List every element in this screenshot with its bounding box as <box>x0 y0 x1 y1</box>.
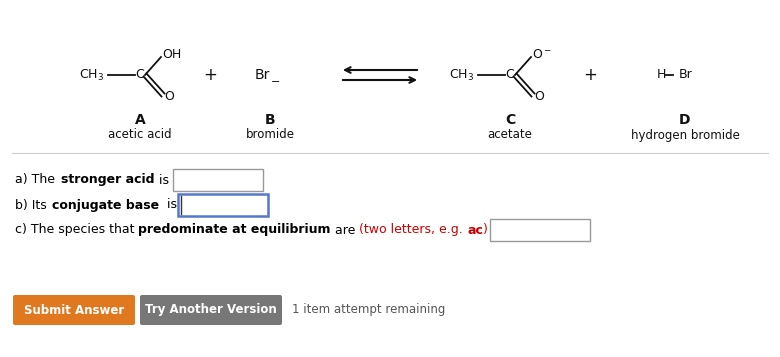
Text: −: − <box>271 77 280 87</box>
Text: predominate at equilibrium: predominate at equilibrium <box>139 223 331 236</box>
Text: are: are <box>331 223 360 236</box>
Text: O: O <box>534 91 544 104</box>
Text: stronger acid: stronger acid <box>61 174 154 186</box>
FancyBboxPatch shape <box>140 295 282 325</box>
FancyBboxPatch shape <box>173 169 263 191</box>
Text: b) Its: b) Its <box>15 198 51 211</box>
Text: c) The species that: c) The species that <box>15 223 139 236</box>
Text: conjugate base: conjugate base <box>52 198 159 211</box>
Text: bromide: bromide <box>246 129 295 141</box>
FancyBboxPatch shape <box>490 219 590 241</box>
Text: ): ) <box>483 223 488 236</box>
Text: C: C <box>136 69 144 81</box>
Text: (two letters, e.g.: (two letters, e.g. <box>360 223 467 236</box>
Text: acetic acid: acetic acid <box>108 129 172 141</box>
Text: +: + <box>203 66 217 84</box>
Text: C: C <box>505 113 515 127</box>
Text: H: H <box>656 69 665 81</box>
Text: acetate: acetate <box>488 129 533 141</box>
Text: C: C <box>505 69 514 81</box>
Text: O: O <box>164 91 174 104</box>
Text: +: + <box>583 66 597 84</box>
Text: is: is <box>163 198 177 211</box>
Text: O$^-$: O$^-$ <box>532 47 552 60</box>
Text: Submit Answer: Submit Answer <box>24 303 124 317</box>
Text: Br: Br <box>679 69 693 81</box>
Text: Br: Br <box>254 68 270 82</box>
Text: is: is <box>155 174 169 186</box>
Text: ac: ac <box>467 223 483 236</box>
FancyBboxPatch shape <box>13 295 135 325</box>
Text: 1 item attempt remaining: 1 item attempt remaining <box>292 303 445 317</box>
Text: D: D <box>679 113 691 127</box>
Text: CH$_3$: CH$_3$ <box>79 67 104 82</box>
Text: B: B <box>264 113 275 127</box>
Text: Try Another Version: Try Another Version <box>145 303 277 317</box>
FancyBboxPatch shape <box>178 194 268 216</box>
Text: A: A <box>135 113 145 127</box>
Text: OH: OH <box>162 49 181 61</box>
Text: hydrogen bromide: hydrogen bromide <box>630 129 739 141</box>
Text: CH$_3$: CH$_3$ <box>448 67 474 82</box>
Text: a) The: a) The <box>15 174 59 186</box>
